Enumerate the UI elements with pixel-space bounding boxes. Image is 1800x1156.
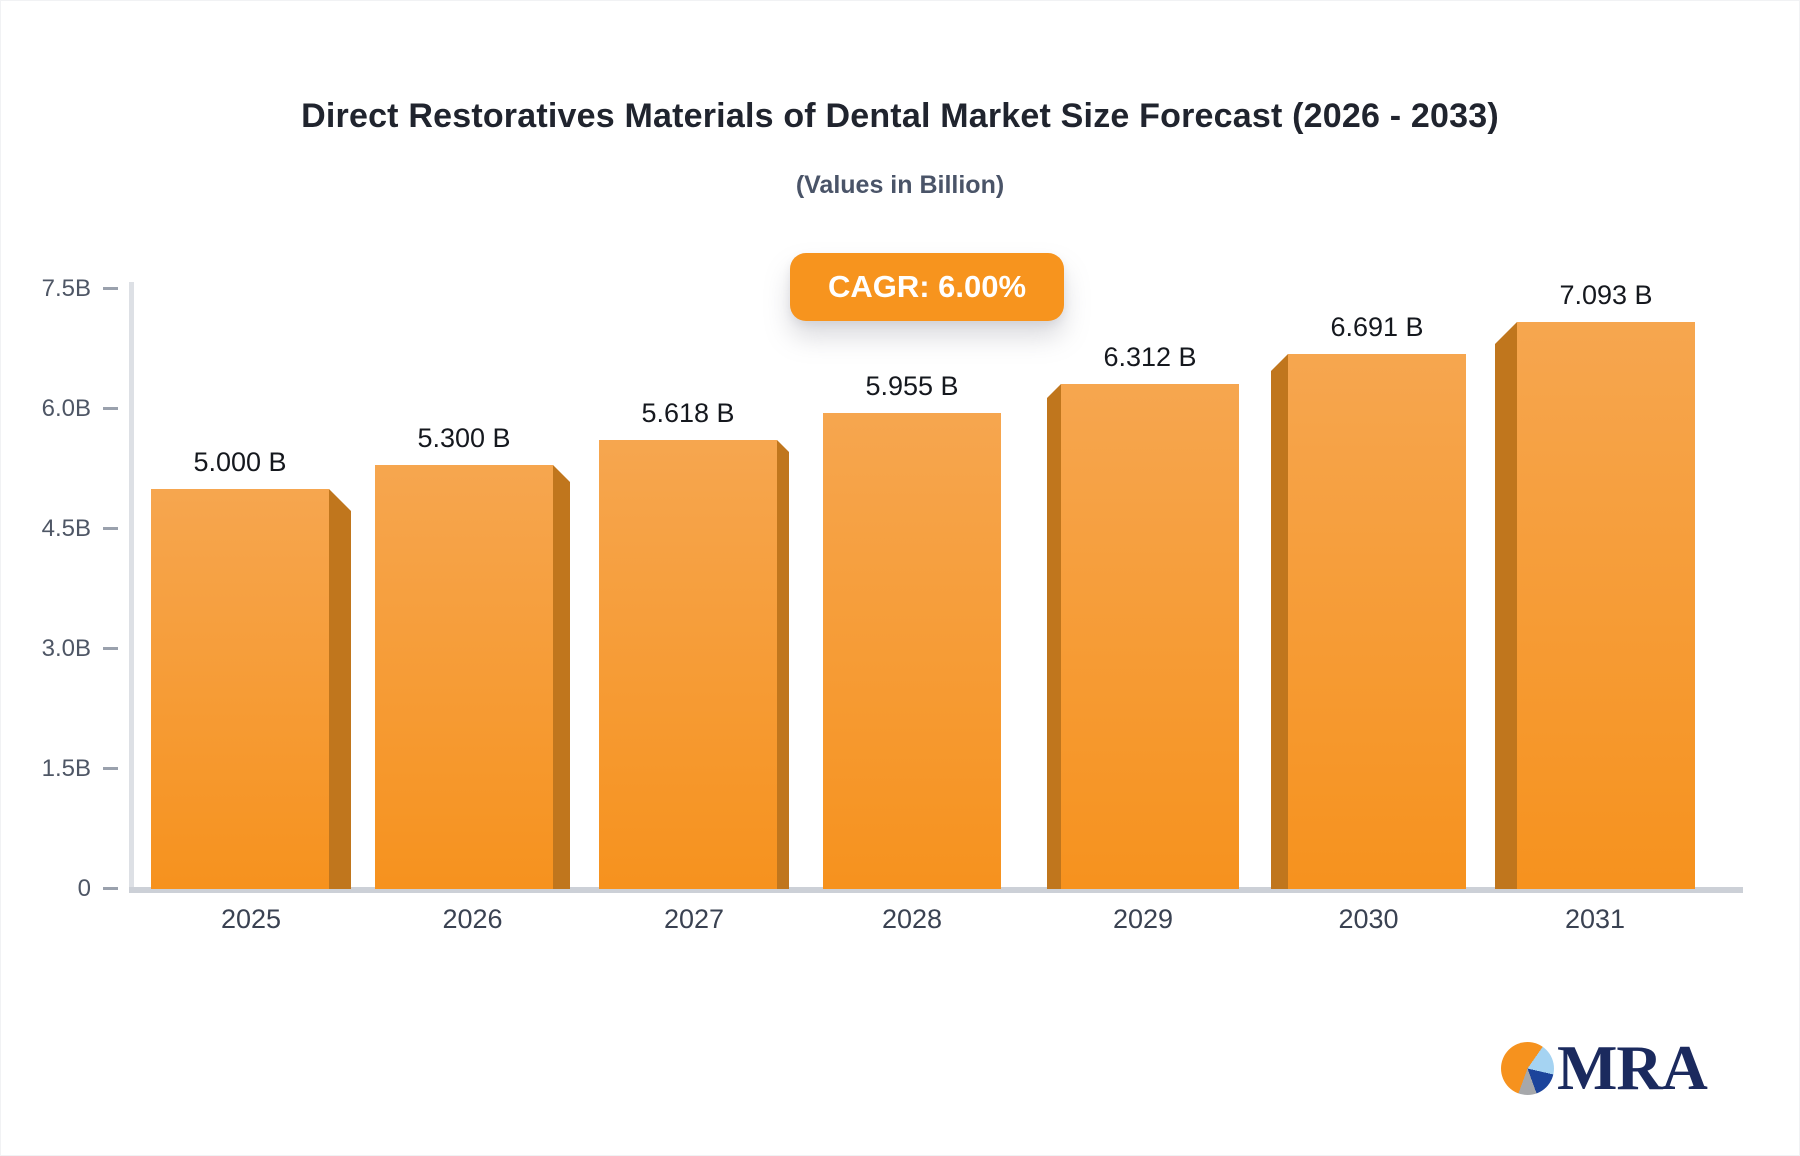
chart-subtitle: (Values in Billion) xyxy=(795,171,1005,199)
bar-value-label: 6.691 B xyxy=(1330,312,1424,342)
x-axis-label: 2028 xyxy=(881,904,943,934)
y-tick-label: 4.5B xyxy=(41,515,91,542)
pie-chart-logo-icon xyxy=(1501,1041,1554,1095)
bar-2025 xyxy=(151,489,329,889)
y-tick xyxy=(103,767,118,770)
x-axis-label: 2025 xyxy=(220,904,282,934)
y-tick-label: 6.0B xyxy=(41,395,91,422)
y-tick xyxy=(103,287,118,290)
logo-text: MRA xyxy=(1557,1032,1708,1103)
chart-title: Direct Restoratives Materials of Dental … xyxy=(301,97,1499,135)
x-axis-label: 2027 xyxy=(663,904,725,934)
cagr-badge-label: CAGR: 6.00% xyxy=(827,269,1027,304)
bar-2027 xyxy=(599,440,777,889)
cagr-badge: CAGR: 6.00% xyxy=(790,253,1064,321)
bar-value-label: 5.955 B xyxy=(865,371,959,401)
x-axis-line xyxy=(129,887,1743,893)
bar-side-face xyxy=(1495,322,1517,889)
brand-logo: MRA xyxy=(1501,1032,1708,1103)
bar-side-face xyxy=(1047,384,1061,889)
bar-value-label: 5.300 B xyxy=(417,423,511,453)
y-tick-label: 1.5B xyxy=(41,755,91,782)
bar-2028 xyxy=(823,413,1001,889)
x-axis-label: 2031 xyxy=(1564,904,1626,934)
bar-2030 xyxy=(1288,354,1466,889)
y-tick xyxy=(103,527,118,530)
bar-value-label: 5.618 B xyxy=(641,398,735,428)
bar-value-label: 7.093 B xyxy=(1559,280,1653,310)
bar-side-face xyxy=(553,465,570,889)
y-tick xyxy=(103,647,118,650)
y-tick xyxy=(103,887,118,890)
bar-2026 xyxy=(375,465,553,889)
bar-2031 xyxy=(1517,322,1695,889)
y-axis-line xyxy=(129,282,134,891)
bar-side-face xyxy=(1271,354,1288,889)
y-tick-label: 3.0B xyxy=(41,635,91,662)
bar-side-face xyxy=(777,440,789,889)
y-tick-label: 0 xyxy=(77,875,91,902)
bar-side-face xyxy=(329,489,351,889)
bar-value-label: 6.312 B xyxy=(1103,342,1197,372)
x-axis-label: 2029 xyxy=(1112,904,1174,934)
bar-2029 xyxy=(1061,384,1239,889)
y-tick-label: 7.5B xyxy=(41,275,91,302)
x-axis-label: 2030 xyxy=(1338,904,1399,934)
y-tick xyxy=(103,407,118,410)
x-axis-label: 2026 xyxy=(442,904,503,934)
bar-value-label: 5.000 B xyxy=(193,447,287,477)
